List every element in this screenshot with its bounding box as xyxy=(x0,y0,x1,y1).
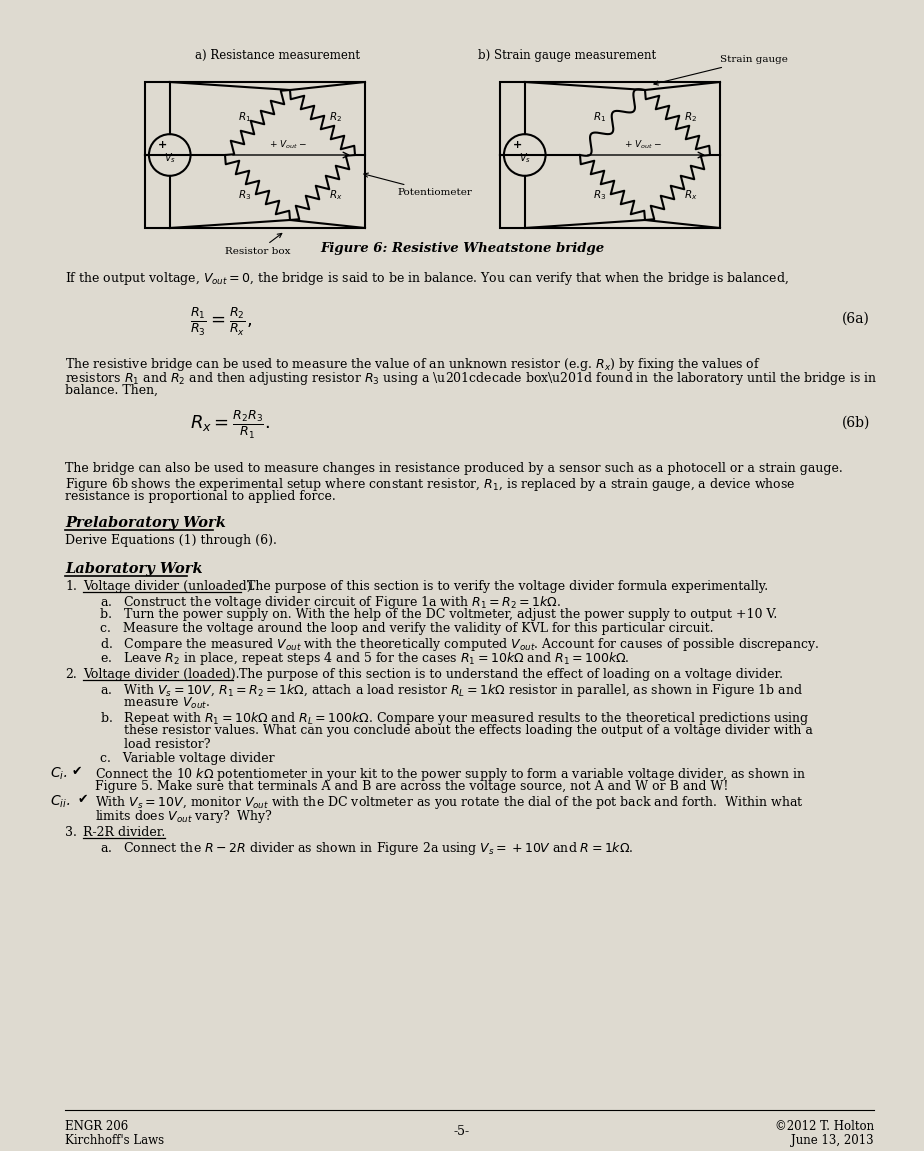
Text: +: + xyxy=(513,139,522,150)
Text: load resistor?: load resistor? xyxy=(100,738,211,750)
Text: 1.: 1. xyxy=(65,580,77,593)
Text: ©2012 T. Holton: ©2012 T. Holton xyxy=(775,1120,874,1133)
Text: these resistor values. What can you conclude about the effects loading the outpu: these resistor values. What can you conc… xyxy=(100,724,813,737)
Text: measure $V_{out}$.: measure $V_{out}$. xyxy=(100,696,211,711)
Text: b.   Turn the power supply on. With the help of the DC voltmeter, adjust the pow: b. Turn the power supply on. With the he… xyxy=(100,608,777,622)
Text: + $V_{out}$ $-$: + $V_{out}$ $-$ xyxy=(624,139,663,151)
Text: c.   Measure the voltage around the loop and verify the validity of KVL for this: c. Measure the voltage around the loop a… xyxy=(100,622,713,635)
Text: b.   Repeat with $R_1 = 10 k\Omega$ and $R_L = 100 k\Omega$. Compare your measur: b. Repeat with $R_1 = 10 k\Omega$ and $R… xyxy=(100,710,809,727)
Text: Resistor box: Resistor box xyxy=(225,234,290,256)
Text: $R_2$: $R_2$ xyxy=(329,110,342,124)
Bar xyxy=(145,82,365,228)
Text: d.   Compare the measured $V_{out}$ with the theoretically computed $V_{out}$. A: d. Compare the measured $V_{out}$ with t… xyxy=(100,637,820,653)
Text: Potentiometer: Potentiometer xyxy=(364,173,472,197)
Text: Figure 5. Make sure that terminals A and B are across the voltage source, not A : Figure 5. Make sure that terminals A and… xyxy=(95,780,728,793)
Text: resistors $R_1$ and $R_2$ and then adjusting resistor $R_3$ using a \u201cdecade: resistors $R_1$ and $R_2$ and then adjus… xyxy=(65,369,877,387)
Text: Voltage divider (loaded).: Voltage divider (loaded). xyxy=(83,668,239,681)
Text: $R_x$: $R_x$ xyxy=(684,189,698,203)
Text: Figure 6: Resistive Wheatstone bridge: Figure 6: Resistive Wheatstone bridge xyxy=(320,242,604,254)
Text: $R_3$: $R_3$ xyxy=(593,189,606,203)
Text: $R_2$: $R_2$ xyxy=(684,110,697,124)
Text: e.   Leave $R_2$ in place, repeat steps 4 and 5 for the cases $R_1 = 10 k\Omega$: e. Leave $R_2$ in place, repeat steps 4 … xyxy=(100,650,629,666)
Text: Figure 6b shows the experimental setup where constant resistor, $R_1$, is replac: Figure 6b shows the experimental setup w… xyxy=(65,477,796,493)
Text: $V_s$: $V_s$ xyxy=(518,151,530,165)
Text: Derive Equations (1) through (6).: Derive Equations (1) through (6). xyxy=(65,534,277,547)
Text: + $V_{out}$ $-$: + $V_{out}$ $-$ xyxy=(269,139,308,151)
Text: $\frac{R_1}{R_3} = \frac{R_2}{R_x},$: $\frac{R_1}{R_3} = \frac{R_2}{R_x},$ xyxy=(190,306,252,338)
Text: Strain gauge: Strain gauge xyxy=(654,55,788,85)
Text: limits does $V_{out}$ vary?  Why?: limits does $V_{out}$ vary? Why? xyxy=(95,808,274,825)
Text: resistance is proportional to applied force.: resistance is proportional to applied fo… xyxy=(65,490,335,503)
Text: With $V_s = 10V$, monitor $V_{out}$ with the DC voltmeter as you rotate the dial: With $V_s = 10V$, monitor $V_{out}$ with… xyxy=(95,794,804,811)
Text: $R_x = \frac{R_2 R_3}{R_1}.$: $R_x = \frac{R_2 R_3}{R_1}.$ xyxy=(190,409,270,441)
Text: $R_1$: $R_1$ xyxy=(237,110,251,124)
Text: $R_3$: $R_3$ xyxy=(237,189,251,203)
Text: $R_x$: $R_x$ xyxy=(329,189,342,203)
Text: -5-: -5- xyxy=(454,1125,470,1138)
Text: Laboratory Work: Laboratory Work xyxy=(65,562,202,576)
Text: a) Resistance measurement: a) Resistance measurement xyxy=(195,48,360,61)
Text: The purpose of this section is to understand the effect of loading on a voltage : The purpose of this section is to unders… xyxy=(235,668,783,681)
Text: The bridge can also be used to measure changes in resistance produced by a senso: The bridge can also be used to measure c… xyxy=(65,462,843,475)
Text: 2.: 2. xyxy=(65,668,77,681)
Text: ✔: ✔ xyxy=(78,793,89,806)
Text: If the output voltage, $V_{out} = 0$, the bridge is said to be in balance. You c: If the output voltage, $V_{out} = 0$, th… xyxy=(65,270,789,287)
Text: ✔: ✔ xyxy=(72,765,82,778)
Text: $C_{ii}$.: $C_{ii}$. xyxy=(50,794,70,810)
Text: $R_1$: $R_1$ xyxy=(593,110,606,124)
Text: The resistive bridge can be used to measure the value of an unknown resistor (e.: The resistive bridge can be used to meas… xyxy=(65,356,760,373)
Text: b) Strain gauge measurement: b) Strain gauge measurement xyxy=(478,48,656,61)
Text: a.   Connect the $R - 2R$ divider as shown in Figure 2a using $V_s = +10V$ and $: a. Connect the $R - 2R$ divider as shown… xyxy=(100,840,634,857)
Bar xyxy=(500,82,720,228)
Text: The purpose of this section is to verify the voltage divider formula experimenta: The purpose of this section is to verify… xyxy=(243,580,768,593)
Text: ENGR 206: ENGR 206 xyxy=(65,1120,128,1133)
Text: (6a): (6a) xyxy=(842,312,870,326)
Text: balance. Then,: balance. Then, xyxy=(65,384,158,397)
Text: (6b): (6b) xyxy=(842,416,870,430)
Text: Voltage divider (unloaded).: Voltage divider (unloaded). xyxy=(83,580,256,593)
Text: Prelaboratory Work: Prelaboratory Work xyxy=(65,516,225,529)
Text: 3.: 3. xyxy=(65,826,77,839)
Text: a.   Construct the voltage divider circuit of Figure 1a with $R_1 = R_2 = 1 k\Om: a. Construct the voltage divider circuit… xyxy=(100,594,561,611)
Text: $C_i$.: $C_i$. xyxy=(50,767,68,783)
Text: R-2R divider.: R-2R divider. xyxy=(83,826,165,839)
Text: Kirchhoff's Laws: Kirchhoff's Laws xyxy=(65,1134,164,1148)
Text: June 13, 2013: June 13, 2013 xyxy=(791,1134,874,1148)
Text: c.   Variable voltage divider: c. Variable voltage divider xyxy=(100,752,274,765)
Text: +: + xyxy=(158,139,167,150)
Text: a.   With $V_s = 10V$, $R_1 = R_2 = 1 k\Omega$, attach a load resistor $R_L = 1 : a. With $V_s = 10V$, $R_1 = R_2 = 1 k\Om… xyxy=(100,683,803,699)
Text: Connect the 10 $k\Omega$ potentiometer in your kit to the power supply to form a: Connect the 10 $k\Omega$ potentiometer i… xyxy=(95,767,807,783)
Text: $V_s$: $V_s$ xyxy=(164,151,176,165)
